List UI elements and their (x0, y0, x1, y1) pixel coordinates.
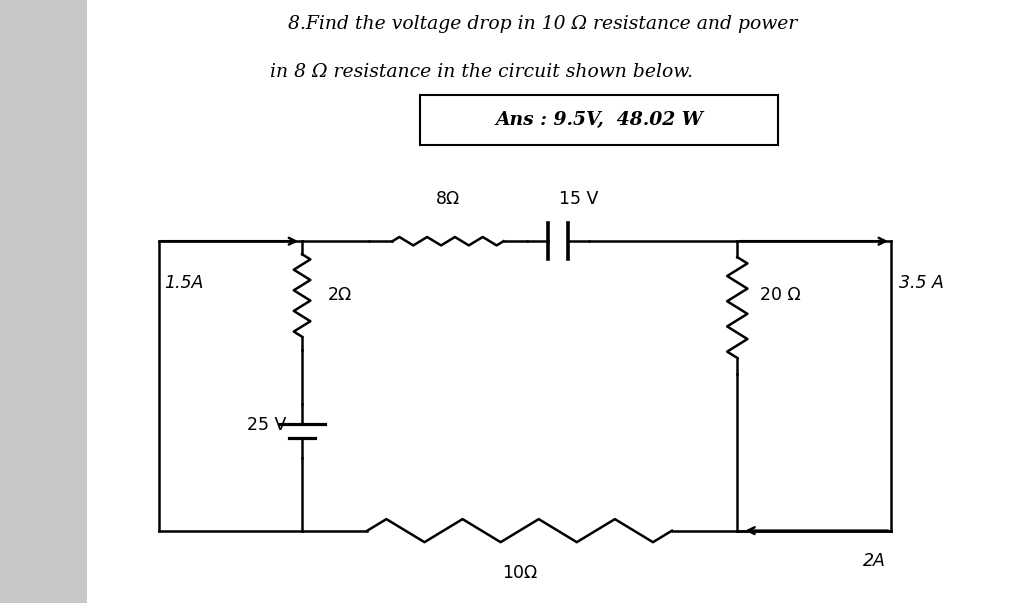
Text: 10Ω: 10Ω (502, 564, 538, 582)
Text: 8Ω: 8Ω (436, 190, 460, 208)
Text: 20 Ω: 20 Ω (760, 286, 801, 305)
Text: in 8 Ω resistance in the circuit shown below.: in 8 Ω resistance in the circuit shown b… (269, 63, 693, 81)
Text: 2A: 2A (863, 552, 886, 570)
Text: 1.5A: 1.5A (164, 274, 203, 292)
Text: Ans : 9.5V,  48.02 W: Ans : 9.5V, 48.02 W (496, 111, 702, 129)
Text: 8.Find the voltage drop in 10 Ω resistance and power: 8.Find the voltage drop in 10 Ω resistan… (288, 15, 798, 33)
Text: 3.5 A: 3.5 A (899, 274, 944, 292)
Bar (0, 0, 87, 603)
Text: 2Ω: 2Ω (328, 286, 352, 305)
Text: 15 V: 15 V (559, 190, 598, 208)
Bar (420, 95, 778, 145)
Text: 25 V: 25 V (248, 416, 287, 434)
